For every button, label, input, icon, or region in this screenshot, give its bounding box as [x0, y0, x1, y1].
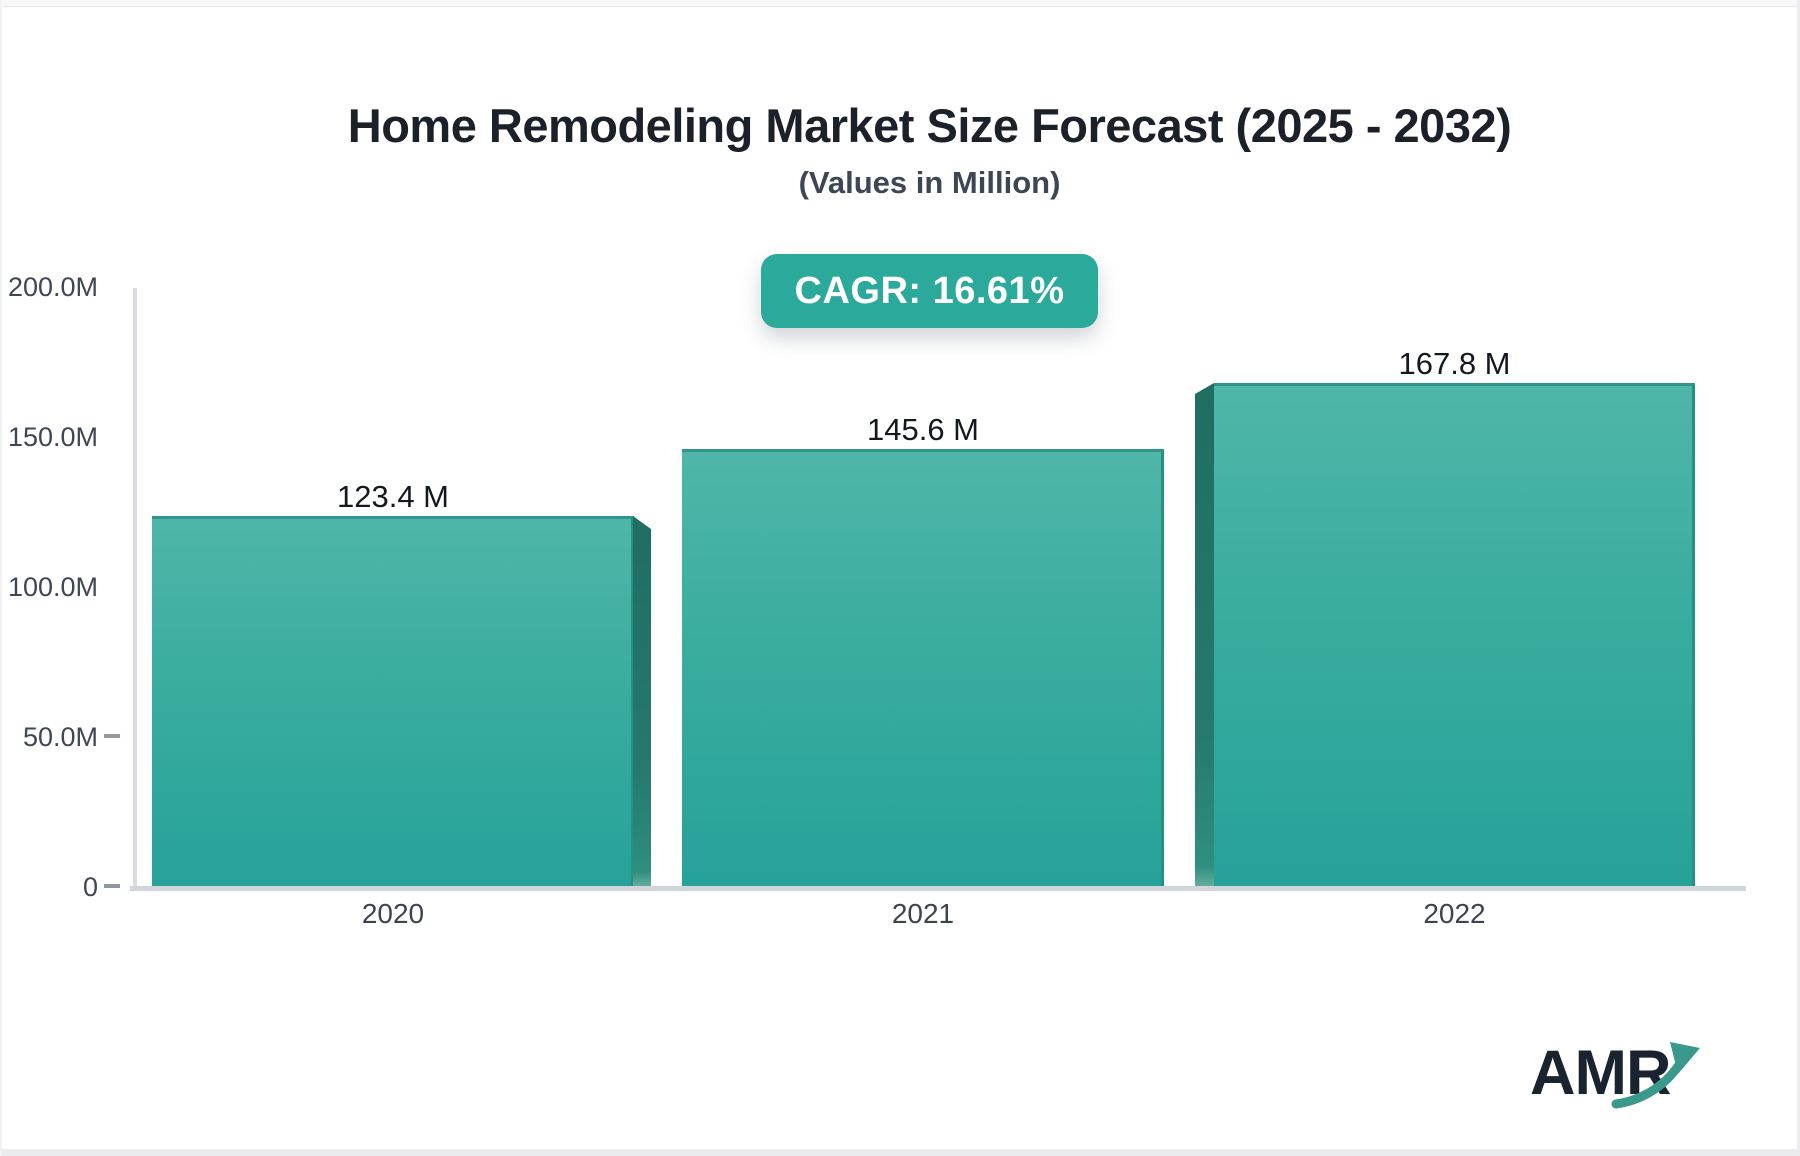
- bar-side-face: [633, 516, 651, 886]
- y-tick-label-200: 200.0M: [7, 272, 98, 302]
- x-tick-label-2020: 2020: [361, 898, 425, 929]
- cagr-badge-wrap: CAGR: 16.61%: [62, 254, 1797, 328]
- bar-2022: [1214, 383, 1695, 886]
- bar-2020: [152, 516, 634, 886]
- bar-value-label: 167.8 M: [1398, 346, 1511, 381]
- bar-value-label: 123.4 M: [336, 479, 449, 514]
- bottom-border-strip: [2, 1149, 1797, 1156]
- x-tick-label-2021: 2021: [891, 898, 955, 929]
- y-tick-mark-50: [104, 734, 120, 738]
- amr-logo: AMR: [1530, 1034, 1720, 1118]
- y-tick-label-100: 100.0M: [7, 572, 98, 602]
- top-border-strip: [2, 0, 1797, 7]
- x-axis-baseline: [130, 886, 1746, 891]
- y-tick-label-150: 150.0M: [7, 422, 98, 452]
- trend-up-arrow-icon: [1611, 1042, 1700, 1109]
- x-tick-label-2022: 2022: [1423, 898, 1486, 929]
- bar-2021: [682, 449, 1164, 886]
- chart-title: Home Remodeling Market Size Forecast (20…: [347, 99, 1512, 152]
- y-axis-line: [133, 288, 137, 886]
- y-tick-label-50: 50.0M: [22, 722, 98, 752]
- bar-value-label: 145.6 M: [866, 412, 979, 447]
- cagr-badge: CAGR: 16.61%: [760, 254, 1099, 328]
- chart-subtitle: (Values in Million): [798, 165, 1061, 200]
- y-tick-mark-0: [104, 884, 120, 888]
- bar-side-face: [1195, 383, 1214, 886]
- y-tick-label-0: 0: [82, 872, 98, 902]
